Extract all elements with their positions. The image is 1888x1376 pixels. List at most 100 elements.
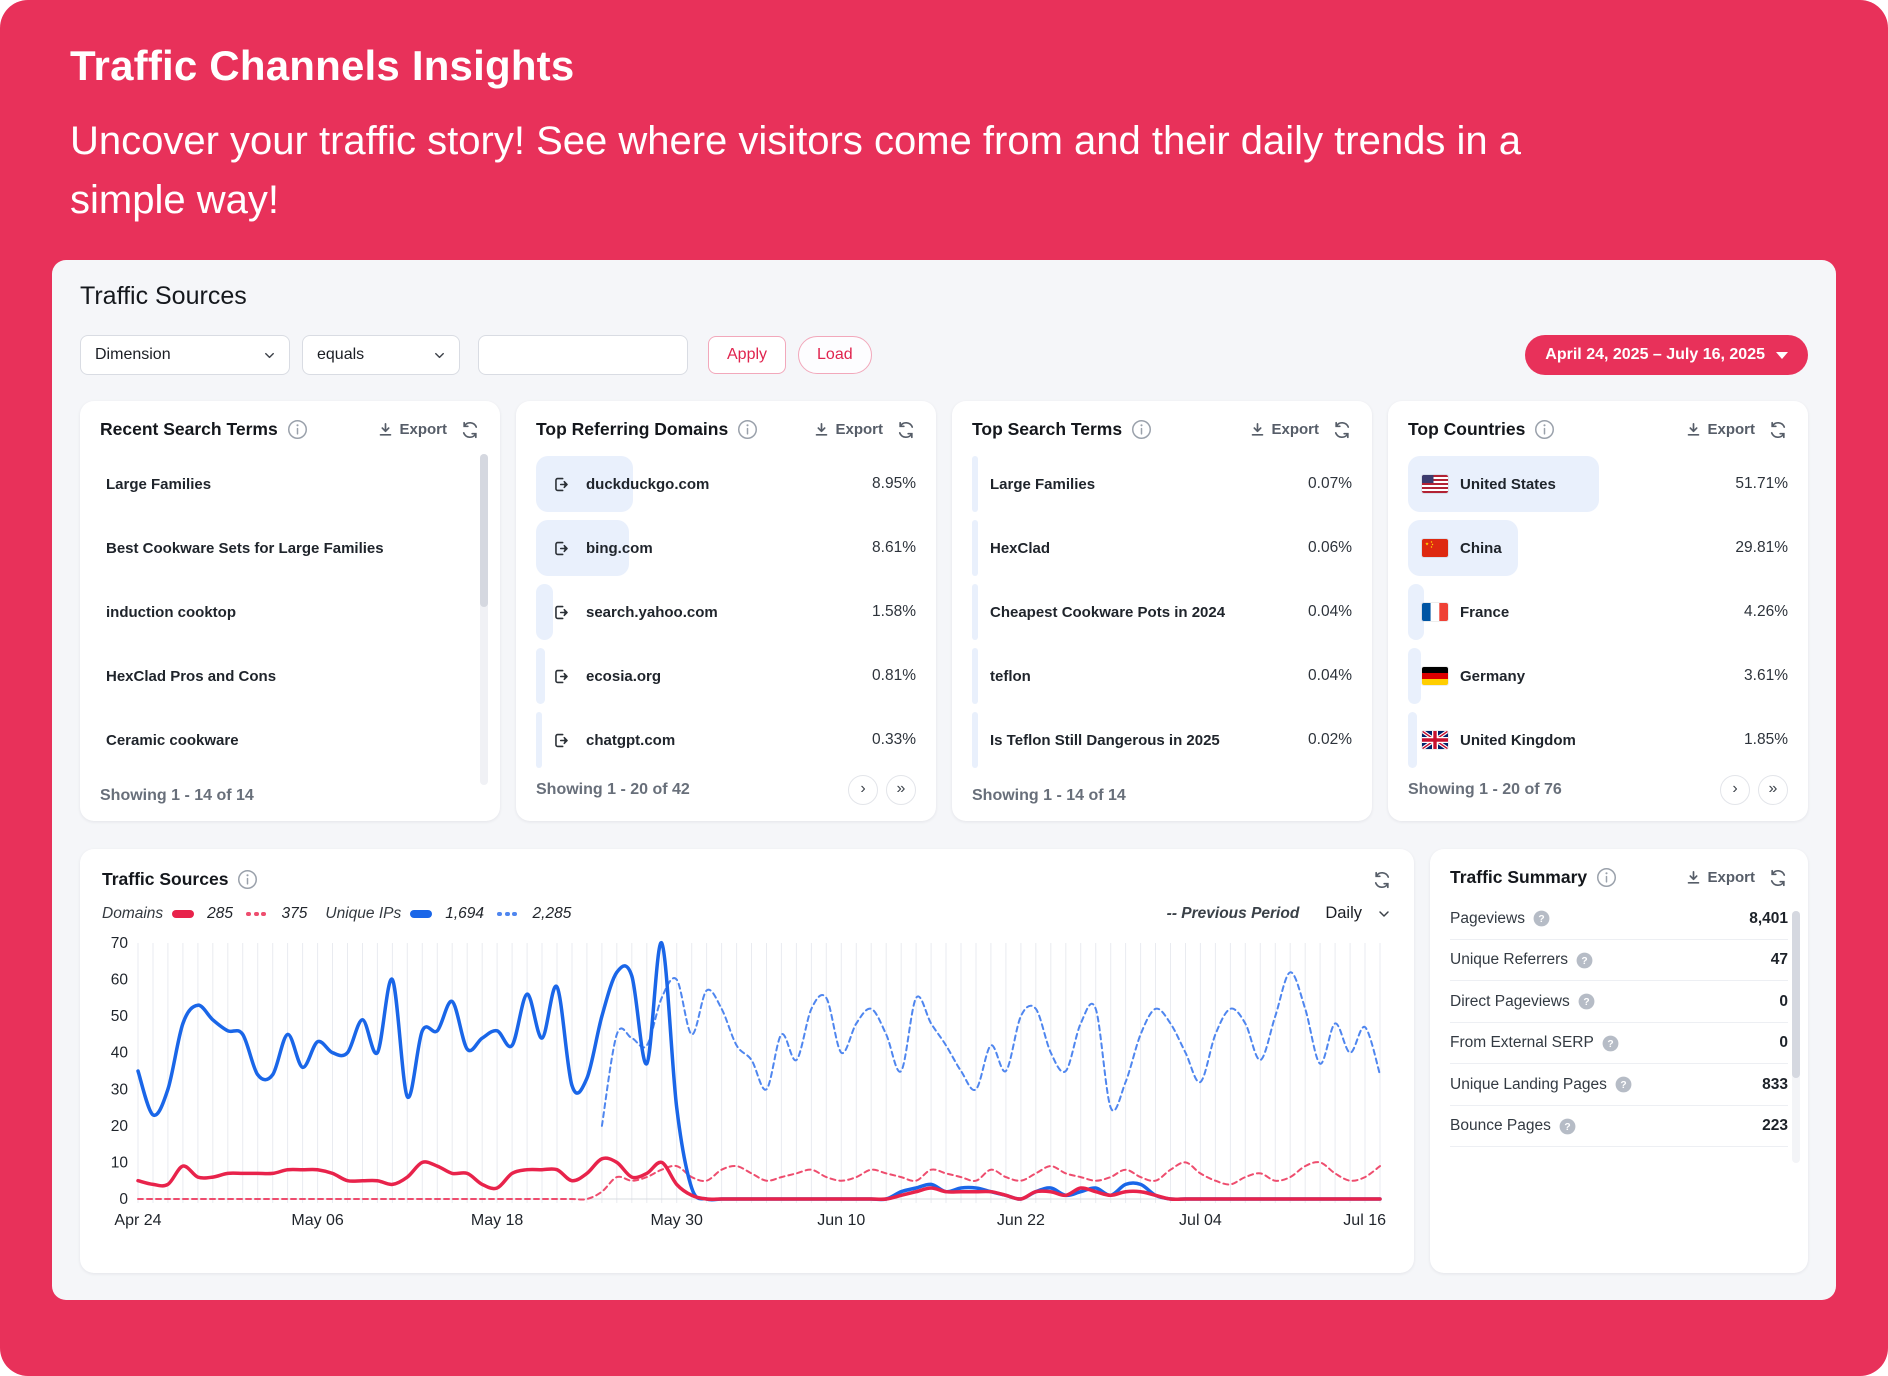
percentage-value: 0.33%: [872, 731, 916, 749]
recent-search-terms-panel: Recent Search Terms Export Large Familie…: [80, 401, 500, 822]
info-icon[interactable]: [287, 419, 308, 440]
svg-text:May 18: May 18: [471, 1212, 524, 1229]
percentage-bar: [536, 648, 545, 705]
legend-unique-ips-label: Unique IPs: [325, 904, 402, 922]
top-referring-domains-panel: Top Referring Domains Export duckduckgo.…: [516, 401, 936, 822]
date-range-button[interactable]: April 24, 2025 – July 16, 2025: [1525, 335, 1808, 376]
help-icon[interactable]: ?: [1575, 951, 1594, 970]
operator-select[interactable]: equals: [302, 335, 460, 376]
page-subtitle: Uncover your traffic story! See where vi…: [70, 119, 1521, 223]
unique-ips-solid-swatch: [410, 909, 433, 918]
page-title: Traffic Channels Insights: [70, 42, 575, 89]
info-icon[interactable]: [237, 869, 258, 890]
export-button[interactable]: Export: [377, 421, 447, 438]
refresh-button[interactable]: [1768, 868, 1788, 888]
top-search-terms-list: Large Families 0.07% HexClad 0.06% Cheapest …: [972, 452, 1352, 787]
domains-current-value: 285: [207, 904, 234, 922]
percentage-value: 4.26%: [1744, 603, 1788, 621]
previous-period-label: -- Previous Period: [1166, 904, 1300, 922]
scrollbar-thumb[interactable]: [480, 454, 488, 607]
info-icon[interactable]: [1131, 419, 1152, 440]
help-icon[interactable]: ?: [1601, 1034, 1620, 1053]
panel-title: Traffic Sources: [102, 869, 229, 890]
top-referring-domains-list: duckduckgo.com 8.95% bing.com 8.61% search.y…: [536, 452, 916, 775]
percentage-value: 3.61%: [1744, 667, 1788, 685]
interval-select[interactable]: Daily: [1325, 904, 1392, 923]
next-page-button[interactable]: ›: [1720, 775, 1750, 806]
apply-button[interactable]: Apply: [708, 336, 787, 375]
search-term-label: Large Families: [990, 475, 1096, 493]
percentage-bar: [972, 712, 978, 769]
search-term-label: Cheapest Cookware Pots in 2024: [990, 603, 1226, 621]
summary-row: Unique Landing Pages? 833: [1450, 1064, 1788, 1106]
help-icon[interactable]: ?: [1577, 992, 1596, 1011]
help-icon[interactable]: ?: [1614, 1075, 1633, 1094]
cn-flag-icon: [1422, 539, 1448, 558]
export-button[interactable]: Export: [1249, 421, 1319, 438]
search-term-label: HexClad Pros and Cons: [106, 667, 277, 685]
search-term-label: Best Cookware Sets for Large Families: [106, 539, 384, 557]
svg-text:?: ?: [1581, 956, 1587, 967]
filter-value-input[interactable]: [478, 335, 688, 376]
page-header: Traffic Channels Insights Uncover your t…: [0, 0, 1888, 230]
last-page-button[interactable]: »: [1758, 775, 1788, 806]
percentage-bar: [1408, 648, 1421, 705]
search-term-label: Large Families: [106, 475, 212, 493]
gb-flag-icon: [1422, 731, 1448, 750]
svg-text:Jul 16: Jul 16: [1343, 1212, 1386, 1229]
info-icon[interactable]: [1596, 867, 1617, 888]
list-item: United Kingdom 1.85%: [1408, 708, 1788, 772]
traffic-sources-card: Traffic Sources Dimension equals Apply L…: [52, 260, 1836, 1301]
svg-text:?: ?: [1607, 1039, 1613, 1050]
summary-row: From External SERP? 0: [1450, 1023, 1788, 1065]
percentage-value: 51.71%: [1735, 475, 1788, 493]
next-page-button[interactable]: ›: [848, 775, 878, 806]
scrollbar-thumb[interactable]: [1792, 911, 1800, 1078]
refresh-button[interactable]: [896, 420, 916, 440]
percentage-bar: [972, 648, 978, 705]
svg-text:?: ?: [1620, 1080, 1626, 1091]
percentage-value: 0.81%: [872, 667, 916, 685]
panel-title: Top Countries: [1408, 419, 1526, 440]
summary-row: Direct Pageviews? 0: [1450, 981, 1788, 1023]
svg-text:40: 40: [111, 1045, 129, 1062]
scrollbar-track: [1792, 911, 1800, 1164]
domain-label: duckduckgo.com: [586, 475, 710, 493]
info-icon[interactable]: [737, 419, 758, 440]
svg-text:Jun 22: Jun 22: [997, 1212, 1045, 1229]
panel-title: Top Referring Domains: [536, 419, 729, 440]
domain-label: bing.com: [586, 539, 653, 557]
country-label: France: [1460, 603, 1510, 621]
search-term-label: teflon: [990, 667, 1031, 685]
list-item: bing.com 8.61%: [536, 516, 916, 580]
export-button[interactable]: Export: [1685, 869, 1755, 886]
date-range-label: April 24, 2025 – July 16, 2025: [1545, 346, 1765, 364]
interval-select-value: Daily: [1325, 904, 1362, 923]
summary-value: 0: [1779, 1034, 1788, 1052]
svg-text:Apr 24: Apr 24: [114, 1212, 161, 1229]
refresh-icon: [1768, 420, 1788, 440]
help-icon[interactable]: ?: [1532, 909, 1551, 928]
refresh-button[interactable]: [460, 420, 480, 440]
showing-status: Showing 1 - 14 of 14: [972, 787, 1126, 805]
card-title: Traffic Sources: [80, 282, 247, 311]
export-button[interactable]: Export: [1685, 421, 1755, 438]
referrer-exit-icon: [552, 539, 571, 558]
dimension-select[interactable]: Dimension: [80, 335, 290, 376]
last-page-button[interactable]: »: [886, 775, 916, 806]
summary-label: From External SERP: [1450, 1034, 1594, 1052]
percentage-value: 0.04%: [1308, 667, 1352, 685]
svg-text:May 06: May 06: [291, 1212, 344, 1229]
help-icon[interactable]: ?: [1558, 1117, 1577, 1136]
summary-label: Unique Landing Pages: [1450, 1075, 1607, 1093]
info-icon[interactable]: [1534, 419, 1555, 440]
refresh-button[interactable]: [1372, 870, 1392, 890]
export-button[interactable]: Export: [813, 421, 883, 438]
load-button[interactable]: Load: [798, 336, 872, 375]
percentage-bar: [536, 712, 542, 769]
refresh-button[interactable]: [1332, 420, 1352, 440]
svg-text:20: 20: [111, 1118, 129, 1135]
search-term-label: Ceramic cookware: [106, 731, 239, 749]
refresh-button[interactable]: [1768, 420, 1788, 440]
